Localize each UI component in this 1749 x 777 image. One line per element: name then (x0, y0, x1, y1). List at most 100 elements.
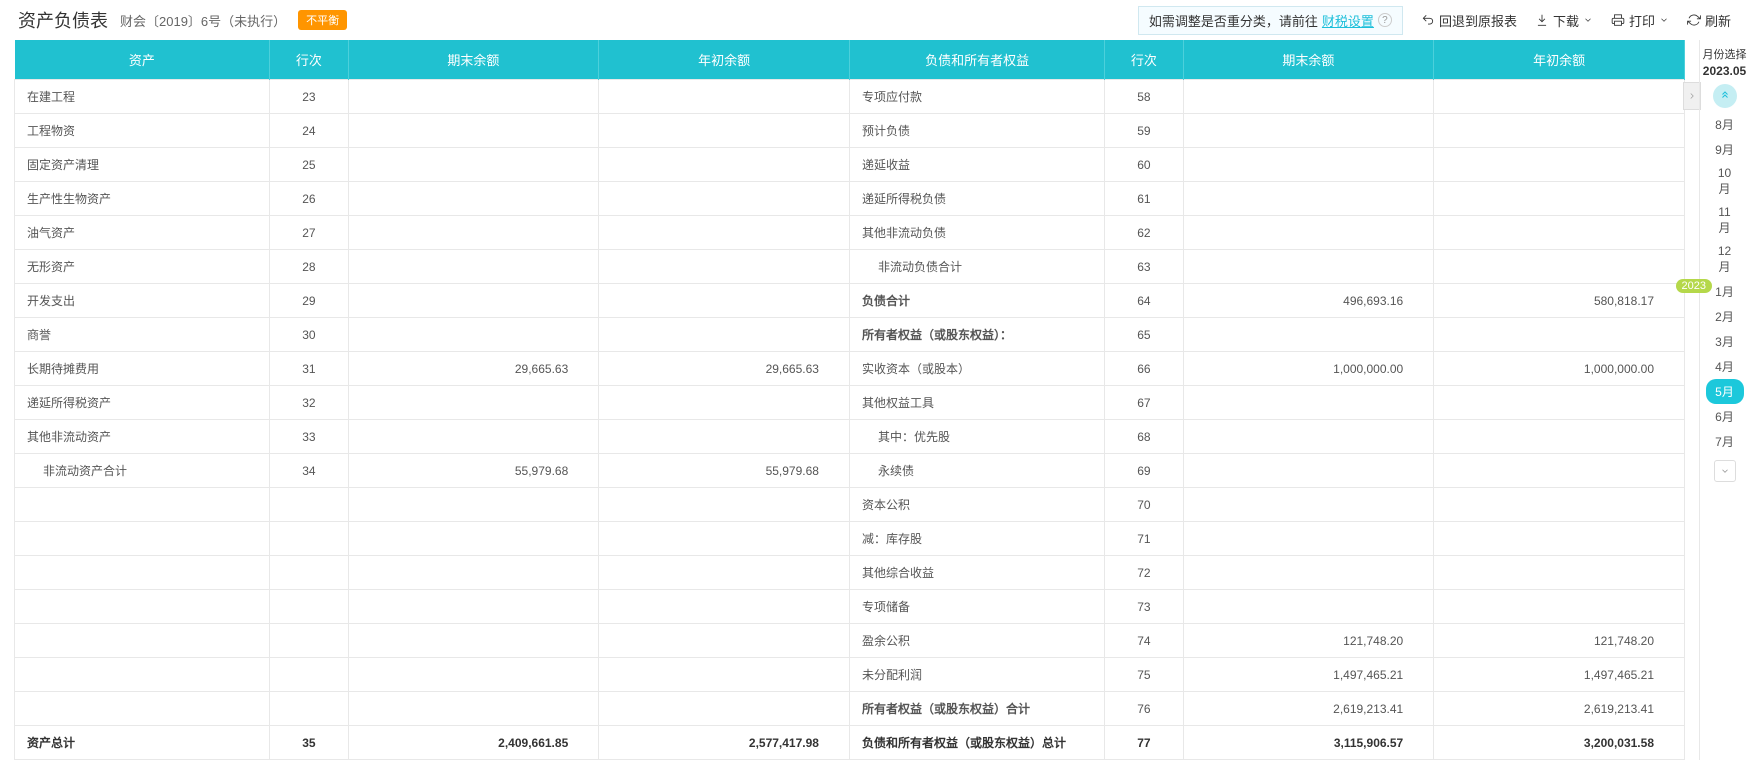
cell-asset-name: 工程物资 (15, 114, 270, 148)
cell-line: 33 (270, 420, 348, 454)
cell-line: 35 (270, 726, 348, 760)
table-row[interactable]: 商誉30所有者权益（或股东权益）：65 (15, 318, 1685, 352)
month-item[interactable]: 9月 (1706, 137, 1744, 162)
notice-link[interactable]: 财税设置 (1322, 11, 1374, 30)
help-icon[interactable]: ? (1378, 13, 1392, 27)
cell-end (348, 114, 599, 148)
back-button[interactable]: 回退到原报表 (1421, 11, 1517, 30)
cell-liab-name: 其他权益工具 (849, 386, 1104, 420)
cell-end: 1,497,465.21 (1183, 658, 1434, 692)
chevron-down-icon (1720, 466, 1730, 476)
table-row[interactable]: 其他非流动资产33其中：优先股68 (15, 420, 1685, 454)
month-item[interactable]: 4月 (1706, 354, 1744, 379)
month-sidebar: 月份选择 2023.05 8月9月10月11月12月20231月2月3月4月5月… (1699, 40, 1749, 760)
cell-liab-name: 非流动负债合计 (849, 250, 1104, 284)
table-row[interactable]: 盈余公积74121,748.20121,748.20 (15, 624, 1685, 658)
cell-line: 74 (1105, 624, 1183, 658)
cell-begin (599, 216, 850, 250)
cell-line: 71 (1105, 522, 1183, 556)
page-title: 资产负债表 (18, 7, 108, 33)
table-row[interactable]: 未分配利润751,497,465.211,497,465.21 (15, 658, 1685, 692)
scroll-up-button[interactable] (1713, 84, 1737, 108)
cell-end (348, 318, 599, 352)
header-bar: 资产负债表 财会〔2019〕6号（未执行） 不平衡 如需调整是否重分类，请前往 … (0, 0, 1749, 40)
scroll-down-button[interactable] (1714, 460, 1736, 482)
table-row[interactable]: 递延所得税资产32其他权益工具67 (15, 386, 1685, 420)
refresh-button[interactable]: 刷新 (1687, 11, 1731, 30)
table-row[interactable]: 开发支出29负债合计64496,693.16580,818.17 (15, 284, 1685, 318)
table-row[interactable]: 资本公积70 (15, 488, 1685, 522)
cell-begin (599, 80, 850, 114)
month-item[interactable]: 10月 (1706, 162, 1744, 201)
cell-line: 26 (270, 182, 348, 216)
cell-liab-name: 其他非流动负债 (849, 216, 1104, 250)
cell-line (270, 658, 348, 692)
month-item[interactable]: 5月 (1706, 379, 1744, 404)
total-row[interactable]: 资产总计352,409,661.852,577,417.98负债和所有者权益（或… (15, 726, 1685, 760)
cell-begin: 580,818.17 (1434, 284, 1685, 318)
cell-liab-name: 专项应付款 (849, 80, 1104, 114)
table-row[interactable]: 生产性生物资产26递延所得税负债61 (15, 182, 1685, 216)
cell-line: 61 (1105, 182, 1183, 216)
chevron-right-icon (1687, 91, 1697, 101)
table-row[interactable]: 固定资产清理25递延收益60 (15, 148, 1685, 182)
month-item[interactable]: 11月 (1706, 201, 1744, 240)
table-row[interactable]: 油气资产27其他非流动负债62 (15, 216, 1685, 250)
cell-end (1183, 148, 1434, 182)
cell-line: 60 (1105, 148, 1183, 182)
cell-begin (599, 114, 850, 148)
cell-line: 28 (270, 250, 348, 284)
cell-line: 65 (1105, 318, 1183, 352)
table-row[interactable]: 减：库存股71 (15, 522, 1685, 556)
table-row[interactable]: 长期待摊费用3129,665.6329,665.63实收资本（或股本）661,0… (15, 352, 1685, 386)
table-row[interactable]: 在建工程23专项应付款58 (15, 80, 1685, 114)
th-end-r: 期末余额 (1183, 40, 1434, 80)
table-row[interactable]: 工程物资24预计负债59 (15, 114, 1685, 148)
cell-begin (599, 590, 850, 624)
cell-line: 32 (270, 386, 348, 420)
cell-begin (1434, 556, 1685, 590)
month-item[interactable]: 3月 (1706, 329, 1744, 354)
cell-begin (599, 420, 850, 454)
cell-end (1183, 522, 1434, 556)
month-item[interactable]: 6月 (1706, 404, 1744, 429)
cell-liab-name: 递延所得税负债 (849, 182, 1104, 216)
cell-end: 3,115,906.57 (1183, 726, 1434, 760)
cell-begin (599, 148, 850, 182)
table-row[interactable]: 所有者权益（或股东权益）合计762,619,213.412,619,213.41 (15, 692, 1685, 726)
cell-end (348, 556, 599, 590)
cell-begin (1434, 114, 1685, 148)
th-begin-l: 年初余额 (599, 40, 850, 80)
cell-begin (599, 284, 850, 318)
table-row[interactable]: 其他综合收益72 (15, 556, 1685, 590)
cell-end (348, 284, 599, 318)
month-item[interactable]: 7月 (1706, 429, 1744, 454)
cell-end (1183, 590, 1434, 624)
cell-end: 496,693.16 (1183, 284, 1434, 318)
cell-end (1183, 386, 1434, 420)
cell-end: 2,409,661.85 (348, 726, 599, 760)
table-row[interactable]: 无形资产28非流动负债合计63 (15, 250, 1685, 284)
cell-line: 75 (1105, 658, 1183, 692)
cell-begin (599, 692, 850, 726)
cell-end (1183, 80, 1434, 114)
month-item[interactable]: 2月 (1706, 304, 1744, 329)
table-wrap: 资产 行次 期末余额 年初余额 负债和所有者权益 行次 期末余额 年初余额 在建… (0, 40, 1699, 760)
month-item[interactable]: 12月 (1706, 240, 1744, 279)
notice-text: 如需调整是否重分类，请前往 (1149, 11, 1318, 30)
download-button[interactable]: 下载 (1535, 11, 1593, 30)
cell-begin: 121,748.20 (1434, 624, 1685, 658)
cell-asset-name (15, 658, 270, 692)
cell-line: 23 (270, 80, 348, 114)
table-row[interactable]: 专项储备73 (15, 590, 1685, 624)
table-row[interactable]: 非流动资产合计3455,979.6855,979.68永续债69 (15, 454, 1685, 488)
cell-end (1183, 250, 1434, 284)
print-button[interactable]: 打印 (1611, 11, 1669, 30)
cell-begin (599, 522, 850, 556)
month-item[interactable]: 8月 (1706, 112, 1744, 137)
cell-begin (1434, 182, 1685, 216)
cell-line: 25 (270, 148, 348, 182)
cell-line (270, 692, 348, 726)
month-list: 8月9月10月11月12月20231月2月3月4月5月6月7月 (1706, 112, 1744, 454)
chevron-down-icon (1583, 15, 1593, 25)
